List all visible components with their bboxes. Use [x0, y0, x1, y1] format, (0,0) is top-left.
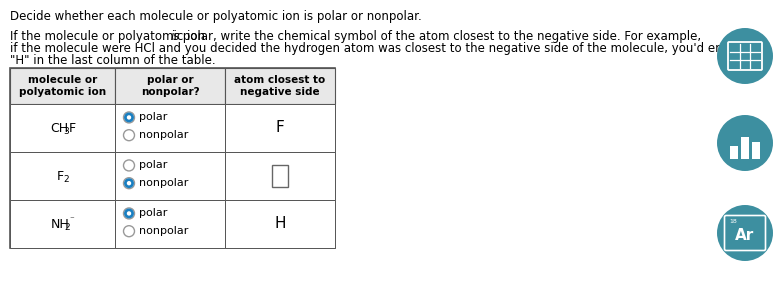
- Circle shape: [127, 181, 131, 185]
- FancyBboxPatch shape: [10, 68, 115, 104]
- FancyBboxPatch shape: [225, 152, 335, 200]
- Text: "H" in the last column of the table.: "H" in the last column of the table.: [10, 54, 215, 67]
- Text: if the molecule were HCl and you decided the hydrogen atom was closest to the ne: if the molecule were HCl and you decided…: [10, 42, 739, 55]
- Text: polar: polar: [139, 208, 167, 218]
- FancyBboxPatch shape: [10, 200, 115, 248]
- FancyBboxPatch shape: [115, 104, 225, 152]
- Circle shape: [124, 208, 134, 218]
- Text: F: F: [275, 121, 285, 135]
- Circle shape: [127, 211, 131, 215]
- FancyBboxPatch shape: [225, 200, 335, 248]
- Circle shape: [127, 115, 131, 120]
- Circle shape: [124, 178, 134, 188]
- Text: If the molecule or polyatomic ion: If the molecule or polyatomic ion: [10, 30, 209, 43]
- Circle shape: [717, 28, 773, 84]
- Text: is: is: [171, 30, 180, 43]
- Text: atom closest to
negative side: atom closest to negative side: [234, 75, 325, 97]
- Text: nonpolar: nonpolar: [139, 178, 188, 188]
- Text: CH: CH: [50, 121, 69, 135]
- Text: molecule or
polyatomic ion: molecule or polyatomic ion: [19, 75, 106, 97]
- Text: H: H: [275, 216, 285, 232]
- Text: Ar: Ar: [736, 227, 754, 242]
- Circle shape: [123, 226, 134, 237]
- FancyBboxPatch shape: [730, 146, 738, 159]
- FancyBboxPatch shape: [115, 152, 225, 200]
- Text: polar or
nonpolar?: polar or nonpolar?: [140, 75, 200, 97]
- Text: F: F: [69, 121, 76, 135]
- FancyBboxPatch shape: [741, 137, 749, 159]
- FancyBboxPatch shape: [225, 68, 335, 104]
- Text: NH: NH: [51, 218, 69, 230]
- Circle shape: [124, 112, 134, 122]
- Text: Decide whether each molecule or polyatomic ion is polar or nonpolar.: Decide whether each molecule or polyatom…: [10, 10, 422, 23]
- FancyBboxPatch shape: [225, 104, 335, 152]
- Text: polar: polar: [139, 112, 167, 122]
- FancyBboxPatch shape: [115, 68, 225, 104]
- FancyBboxPatch shape: [10, 104, 115, 152]
- Text: polar: polar: [139, 160, 167, 171]
- FancyBboxPatch shape: [10, 68, 335, 248]
- FancyBboxPatch shape: [752, 142, 760, 159]
- Text: 18: 18: [729, 219, 737, 224]
- Text: nonpolar: nonpolar: [139, 130, 188, 140]
- FancyBboxPatch shape: [10, 152, 115, 200]
- Text: polar, write the chemical symbol of the atom closest to the negative side. For e: polar, write the chemical symbol of the …: [179, 30, 701, 43]
- Circle shape: [123, 178, 134, 189]
- Circle shape: [717, 115, 773, 171]
- Text: F: F: [57, 169, 64, 182]
- Circle shape: [123, 130, 134, 141]
- Text: 2: 2: [64, 223, 69, 232]
- Text: 3: 3: [63, 126, 69, 135]
- FancyBboxPatch shape: [272, 165, 288, 187]
- Text: ⁻: ⁻: [69, 215, 74, 225]
- Circle shape: [123, 208, 134, 219]
- Circle shape: [123, 112, 134, 123]
- Text: 2: 2: [63, 175, 69, 183]
- Text: nonpolar: nonpolar: [139, 226, 188, 236]
- FancyBboxPatch shape: [115, 200, 225, 248]
- Circle shape: [717, 205, 773, 261]
- Circle shape: [123, 160, 134, 171]
